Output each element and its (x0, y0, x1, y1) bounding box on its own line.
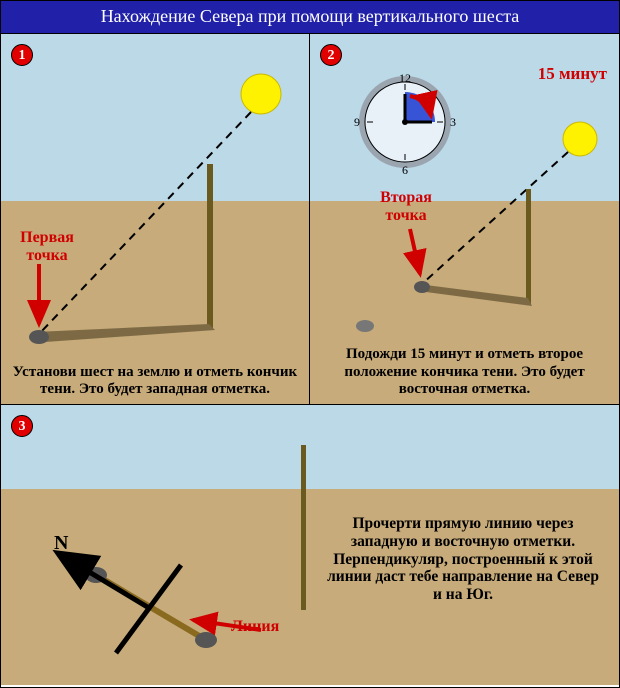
stick-icon (207, 164, 213, 329)
label-second-point: Вторая точка (366, 189, 446, 225)
panel-2: 2 15 минут (310, 34, 619, 404)
step-badge-2: 2 (320, 44, 342, 66)
top-row: 1 Первая точка (1, 34, 619, 405)
shadow (418, 284, 532, 306)
clock-icon: 12 3 6 9 (354, 71, 456, 177)
label-line: Линия (231, 618, 279, 636)
stone-east (195, 632, 217, 648)
panel-3: 3 N Линия Про (1, 405, 619, 685)
clock-12: 12 (399, 71, 411, 85)
label-15-minutes: 15 минут (538, 64, 607, 84)
step-badge-3: 3 (11, 415, 33, 437)
arrow-second-point (410, 229, 420, 274)
title-text: Нахождение Севера при помощи вертикально… (101, 6, 520, 26)
clock-6: 6 (402, 163, 408, 177)
panel-1-svg (1, 34, 310, 404)
stone-first (29, 330, 49, 344)
diagram-frame: Нахождение Севера при помощи вертикально… (0, 0, 620, 688)
label-first-point: Первая точка (7, 229, 87, 265)
stone-first-prev (356, 320, 374, 332)
sun-icon (563, 122, 597, 156)
caption-2: Подожди 15 минут и отметь второе положен… (320, 346, 609, 398)
clock-9: 9 (354, 115, 360, 129)
ns-line (116, 565, 181, 653)
caption-1: Установи шест на землю и отметь кончик т… (11, 364, 299, 399)
sun-ray (39, 112, 251, 334)
north-arrow-icon (61, 555, 149, 608)
sun-icon (241, 74, 281, 114)
step-badge-1: 1 (11, 44, 33, 66)
stick-icon (301, 445, 306, 610)
stick-icon (526, 189, 531, 304)
north-label: N (54, 532, 69, 554)
clock-3: 3 (450, 115, 456, 129)
shadow (35, 324, 215, 342)
title-bar: Нахождение Севера при помощи вертикально… (1, 1, 619, 34)
caption-3: Прочерти прямую линию через западную и в… (321, 515, 605, 604)
panel-1: 1 Первая точка (1, 34, 310, 404)
stone-second (414, 281, 430, 293)
